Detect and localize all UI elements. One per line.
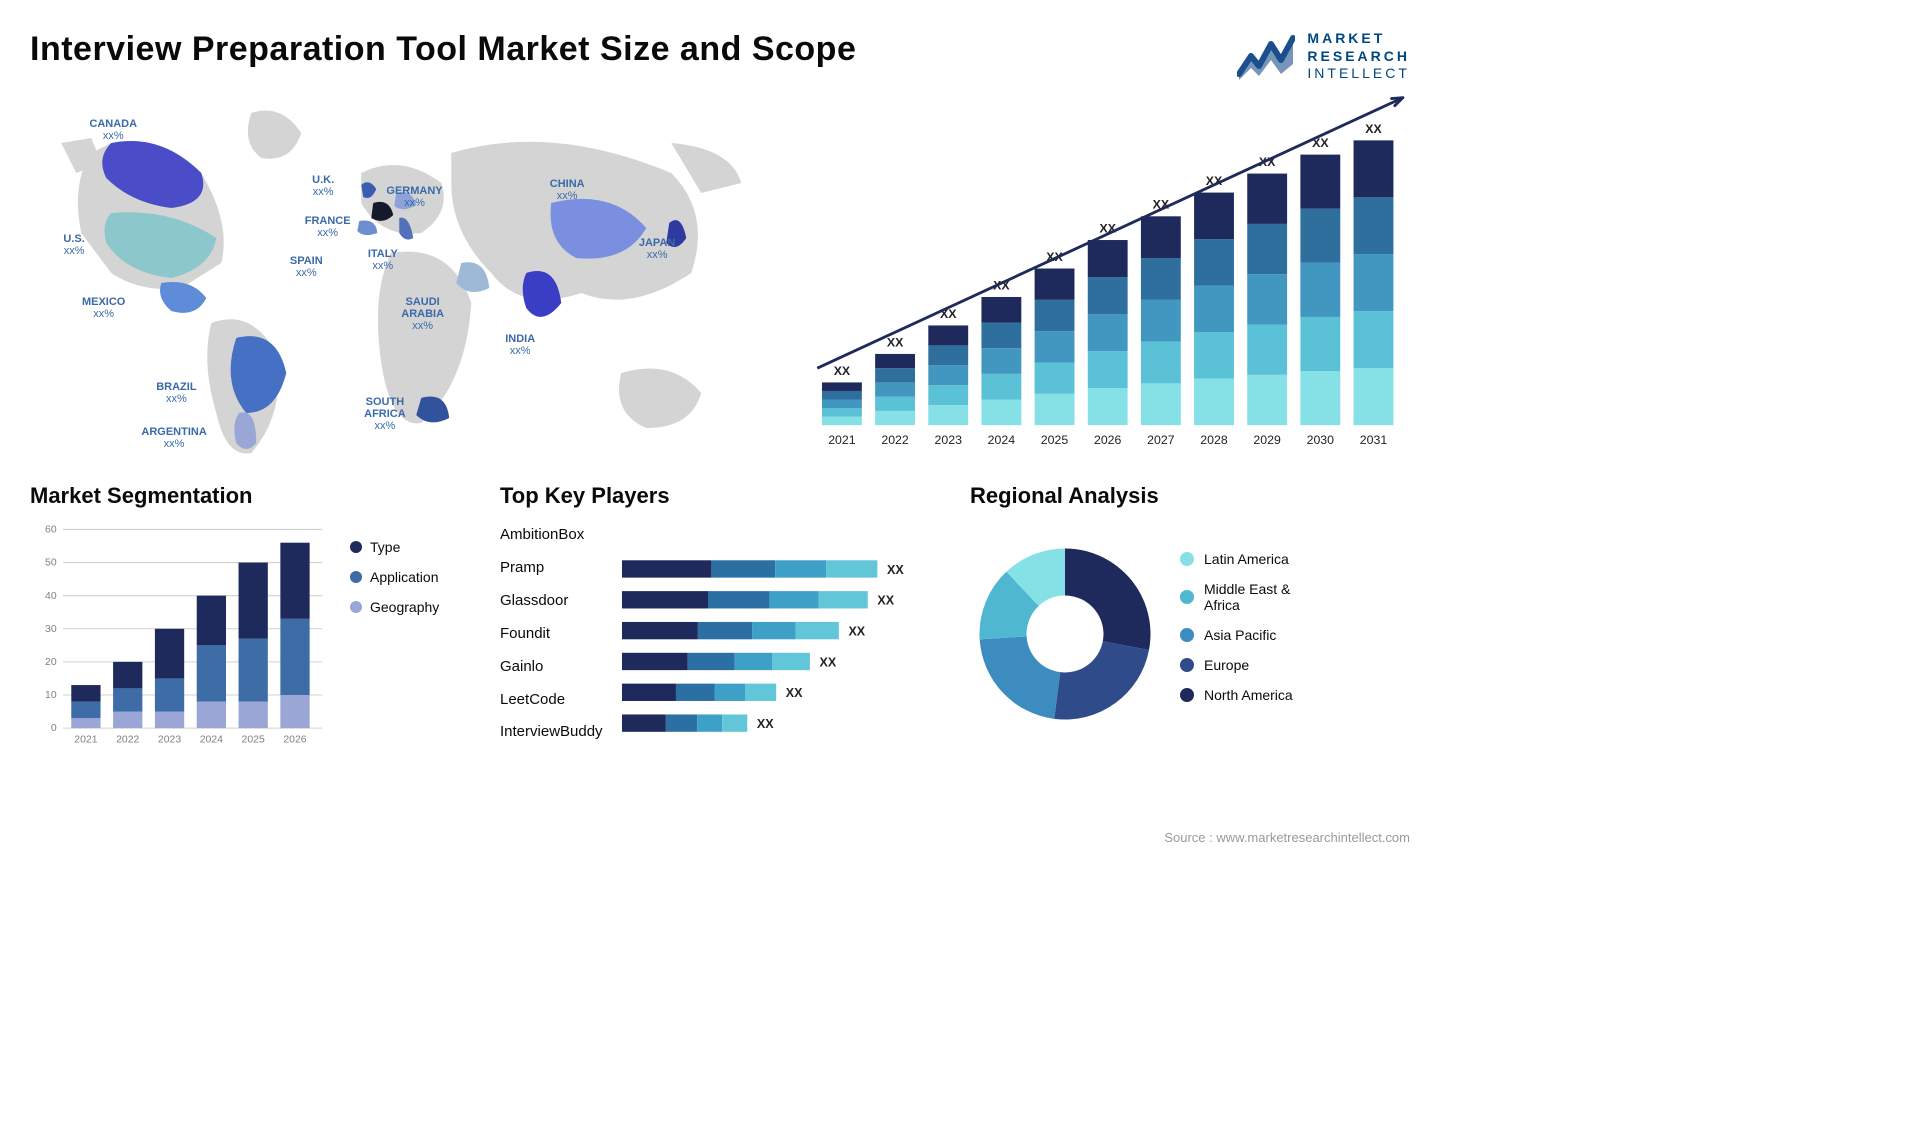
map-label: GERMANYxx% bbox=[386, 185, 442, 209]
svg-text:XX: XX bbox=[820, 655, 837, 669]
growth-chart: XX2021XX2022XX2023XX2024XX2025XX2026XX20… bbox=[803, 93, 1411, 463]
brand-logo: MARKET RESEARCH INTELLECT bbox=[1237, 30, 1410, 83]
brand-line2: RESEARCH bbox=[1307, 48, 1410, 66]
regional-title: Regional Analysis bbox=[970, 483, 1410, 509]
svg-text:XX: XX bbox=[848, 624, 865, 638]
player-label: InterviewBuddy bbox=[500, 723, 610, 740]
svg-text:XX: XX bbox=[757, 716, 774, 730]
player-label: Pramp bbox=[500, 559, 610, 576]
regional-donut bbox=[970, 539, 1160, 729]
map-label: INDIAxx% bbox=[505, 333, 535, 357]
segmentation-legend-item: Geography bbox=[350, 599, 470, 615]
map-label: SPAINxx% bbox=[290, 255, 323, 279]
player-label: AmbitionBox bbox=[500, 526, 610, 543]
svg-text:40: 40 bbox=[45, 590, 57, 601]
segmentation-legend-item: Application bbox=[350, 569, 470, 585]
svg-text:2021: 2021 bbox=[828, 433, 856, 447]
source-text: Source : www.marketresearchintellect.com bbox=[1164, 830, 1410, 845]
svg-text:2031: 2031 bbox=[1359, 433, 1387, 447]
svg-text:XX: XX bbox=[887, 562, 904, 576]
map-label: BRAZILxx% bbox=[156, 381, 196, 405]
map-label: SAUDIARABIAxx% bbox=[401, 296, 444, 332]
svg-text:2027: 2027 bbox=[1147, 433, 1175, 447]
svg-text:XX: XX bbox=[833, 363, 850, 377]
map-label: CHINAxx% bbox=[550, 178, 585, 202]
svg-text:XX: XX bbox=[886, 335, 903, 349]
map-label: FRANCExx% bbox=[305, 215, 351, 239]
svg-text:50: 50 bbox=[45, 557, 57, 568]
player-label: Gainlo bbox=[500, 658, 610, 675]
svg-text:2023: 2023 bbox=[934, 433, 962, 447]
svg-text:2026: 2026 bbox=[283, 734, 306, 745]
map-label: ITALYxx% bbox=[368, 248, 398, 272]
segmentation-legend: Type Application Geography bbox=[350, 539, 470, 749]
player-label: Glassdoor bbox=[500, 592, 610, 609]
world-map: CANADAxx% U.S.xx% MEXICOxx% BRAZILxx% ARGENT… bbox=[30, 93, 773, 463]
players-panel: Top Key Players AmbitionBox Pramp Glassdoo… bbox=[500, 483, 940, 763]
regional-legend-item: Latin America bbox=[1180, 551, 1293, 567]
svg-text:30: 30 bbox=[45, 623, 57, 634]
map-label: SOUTHAFRICAxx% bbox=[364, 396, 406, 432]
map-label: U.K.xx% bbox=[312, 174, 334, 198]
svg-text:2029: 2029 bbox=[1253, 433, 1281, 447]
player-label: Foundit bbox=[500, 625, 610, 642]
svg-text:2025: 2025 bbox=[1040, 433, 1068, 447]
svg-text:20: 20 bbox=[45, 657, 57, 668]
svg-text:2024: 2024 bbox=[200, 734, 223, 745]
svg-text:2028: 2028 bbox=[1200, 433, 1228, 447]
map-label: JAPANxx% bbox=[639, 237, 675, 261]
regional-legend-item: Middle East &Africa bbox=[1180, 581, 1293, 613]
regional-legend-item: North America bbox=[1180, 687, 1293, 703]
svg-text:2022: 2022 bbox=[116, 734, 139, 745]
svg-text:XX: XX bbox=[1365, 121, 1382, 135]
svg-text:2024: 2024 bbox=[987, 433, 1015, 447]
svg-text:2021: 2021 bbox=[74, 734, 97, 745]
regional-legend-item: Europe bbox=[1180, 657, 1293, 673]
regional-legend: Latin America Middle East &Africa Asia Pac… bbox=[1180, 551, 1293, 717]
segmentation-panel: Market Segmentation 0 10 20 30 40 50 60 2021 202… bbox=[30, 483, 470, 763]
brand-line3: INTELLECT bbox=[1307, 65, 1410, 83]
brand-line1: MARKET bbox=[1307, 30, 1410, 48]
svg-text:60: 60 bbox=[45, 524, 57, 535]
svg-text:2030: 2030 bbox=[1306, 433, 1334, 447]
svg-text:0: 0 bbox=[51, 723, 57, 734]
svg-text:2026: 2026 bbox=[1093, 433, 1121, 447]
page-title: Interview Preparation Tool Market Size a… bbox=[30, 30, 856, 69]
map-label: ARGENTINAxx% bbox=[141, 426, 206, 450]
svg-text:XX: XX bbox=[786, 686, 803, 700]
segmentation-legend-item: Type bbox=[350, 539, 470, 555]
regional-legend-item: Asia Pacific bbox=[1180, 627, 1293, 643]
brand-icon bbox=[1237, 30, 1295, 82]
map-label: CANADAxx% bbox=[89, 118, 137, 142]
map-label: MEXICOxx% bbox=[82, 296, 125, 320]
svg-text:XX: XX bbox=[877, 593, 894, 607]
svg-text:10: 10 bbox=[45, 690, 57, 701]
regional-panel: Regional Analysis Latin America Middle Ea… bbox=[970, 483, 1410, 763]
player-label: LeetCode bbox=[500, 691, 610, 708]
segmentation-title: Market Segmentation bbox=[30, 483, 470, 509]
map-label: U.S.xx% bbox=[63, 233, 84, 257]
svg-text:2025: 2025 bbox=[242, 734, 265, 745]
svg-text:2022: 2022 bbox=[881, 433, 909, 447]
svg-text:2023: 2023 bbox=[158, 734, 181, 745]
players-title: Top Key Players bbox=[500, 483, 940, 509]
